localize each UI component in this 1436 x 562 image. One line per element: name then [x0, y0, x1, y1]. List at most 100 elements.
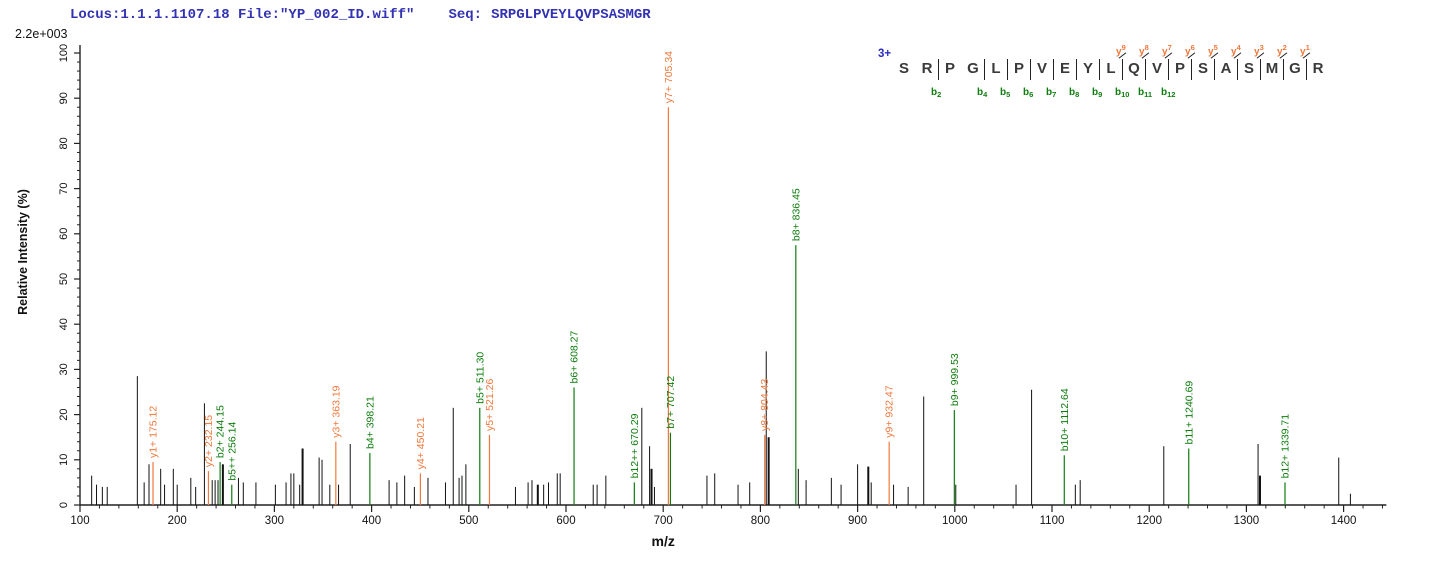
x-tick-label: 1000 — [942, 515, 968, 527]
fragmentation-bar — [1099, 59, 1100, 80]
fragmentation-bar — [1237, 59, 1238, 80]
y-tick-label: 30 — [58, 363, 70, 375]
fragmentation-bar — [1283, 59, 1284, 80]
peak-annotation-label: y1+ 175.12 — [148, 406, 160, 458]
residue: L — [991, 60, 1001, 77]
x-axis-title: m/z — [652, 533, 675, 549]
b-ion-marker: b9 — [1092, 87, 1103, 99]
precursor-charge-label: 3+ — [878, 48, 892, 60]
fragmentation-gap: b2 — [931, 42, 942, 106]
y-tick-label: 90 — [58, 92, 70, 104]
b-ion-marker: b6 — [1023, 87, 1034, 99]
y-tick-label: 60 — [58, 228, 70, 240]
peak-annotation-label: b5++ 256.14 — [226, 422, 238, 481]
y-ion-marker: y7 — [1162, 43, 1172, 58]
fragmentation-bar — [1214, 59, 1215, 80]
max-intensity-label: 2.2e+003 — [15, 27, 68, 41]
fragmentation-bar — [1030, 59, 1031, 80]
fragmentation-gap: b8 — [1069, 42, 1080, 106]
y-ion-marker: y4 — [1231, 43, 1241, 58]
peak-annotation-label: b6+ 608.27 — [569, 330, 581, 383]
peak-annotation-label: y4+ 450.21 — [415, 417, 427, 469]
y-ion-marker: y1 — [1300, 43, 1310, 58]
fragmentation-bar — [1191, 59, 1192, 80]
x-tick-label: 100 — [70, 515, 89, 527]
seq-label: Seq: — [448, 7, 483, 23]
x-tick-label: 900 — [848, 515, 867, 527]
fragmentation-bar — [1168, 59, 1169, 80]
fragmentation-bar — [984, 59, 985, 80]
x-tick-label: 1400 — [1331, 515, 1357, 527]
peak-annotation-label: b8+ 836.45 — [790, 188, 802, 241]
fragmentation-bar — [1007, 59, 1008, 80]
fragmentation-gap: b5 — [1000, 42, 1011, 106]
peak-annotation-label: b12+ 1339.71 — [1279, 414, 1291, 479]
fragmentation-gap — [958, 42, 965, 106]
residue: G — [967, 60, 979, 77]
fragmentation-gap: y1 — [1300, 42, 1311, 106]
residue: L — [1106, 60, 1116, 77]
y-tick-label: 80 — [58, 137, 70, 149]
fragmentation-bar — [1076, 59, 1077, 80]
fragmentation-gap: y9 b10 — [1115, 42, 1129, 106]
y-tick-label: 20 — [58, 408, 70, 420]
y-tick-label: 70 — [58, 182, 70, 194]
peak-annotation-label: b7+ 707.42 — [665, 376, 677, 429]
y-ion-marker: y8 — [1139, 43, 1149, 58]
peak-annotation-label: b9+ 999.53 — [949, 353, 961, 406]
fragmentation-gap: y6 — [1185, 42, 1196, 106]
fragmentation-gap: b4 — [977, 42, 988, 106]
residue: G — [1289, 60, 1301, 77]
b-ion-marker: b12 — [1161, 87, 1176, 99]
fragmentation-bar — [1145, 59, 1146, 80]
y-tick-label: 10 — [58, 454, 70, 466]
fragmentation-bar — [1306, 59, 1307, 80]
y-tick-label: 40 — [58, 318, 70, 330]
x-tick-label: 800 — [751, 515, 770, 527]
fragmentation-gap — [912, 42, 919, 106]
peak-annotation-label: b2+ 244.15 — [215, 405, 227, 458]
residue: Q — [1128, 60, 1140, 77]
residue: Y — [1082, 60, 1093, 77]
residue: V — [1151, 60, 1162, 77]
b-ion-marker: b10 — [1115, 87, 1130, 99]
x-tick-label: 1200 — [1136, 515, 1162, 527]
peak-annotation-label: b5+ 511.30 — [474, 352, 486, 404]
residue: R — [1312, 60, 1324, 77]
y-axis-title: Relative Intensity (%) — [16, 189, 30, 315]
b-ion-marker: b8 — [1069, 87, 1080, 99]
residue: P — [1013, 60, 1024, 77]
y-ion-marker: y5 — [1208, 43, 1218, 58]
peak-annotation-label: y7+ 705.34 — [663, 51, 675, 103]
peak-annotation-label: y8+ 804.43 — [759, 379, 771, 431]
residue: M — [1265, 60, 1279, 77]
y-tick-label: 0 — [58, 502, 70, 508]
residue: S — [1197, 60, 1208, 77]
y-ion-marker: y6 — [1185, 43, 1195, 58]
x-tick-label: 200 — [168, 515, 187, 527]
fragmentation-bar — [1260, 59, 1261, 80]
b-ion-marker: b5 — [1000, 87, 1011, 99]
residue: P — [1174, 60, 1185, 77]
peak-annotation-label: y3+ 363.19 — [330, 385, 342, 437]
residue: V — [1036, 60, 1047, 77]
fragmentation-bar — [1122, 59, 1123, 80]
residue: R — [921, 60, 933, 77]
peak-annotation-label: y5+ 521.26 — [484, 379, 496, 431]
peak-annotation-label: y9+ 932.47 — [884, 385, 896, 437]
residue: S — [898, 60, 909, 77]
peak-annotation-label: b10+ 1112.64 — [1059, 388, 1071, 451]
fragmentation-gap: y2 — [1277, 42, 1288, 106]
fragmentation-gap: y4 — [1231, 42, 1242, 106]
b-ion-marker: b4 — [977, 87, 988, 99]
x-tick-label: 300 — [265, 515, 284, 527]
fragmentation-gap: y7 b12 — [1161, 42, 1175, 106]
b-ion-marker: b2 — [931, 87, 942, 99]
fragmentation-gap: y5 — [1208, 42, 1219, 106]
x-tick-label: 400 — [362, 515, 381, 527]
b-ion-marker: b7 — [1046, 87, 1057, 99]
x-tick-label: 1100 — [1040, 515, 1065, 527]
